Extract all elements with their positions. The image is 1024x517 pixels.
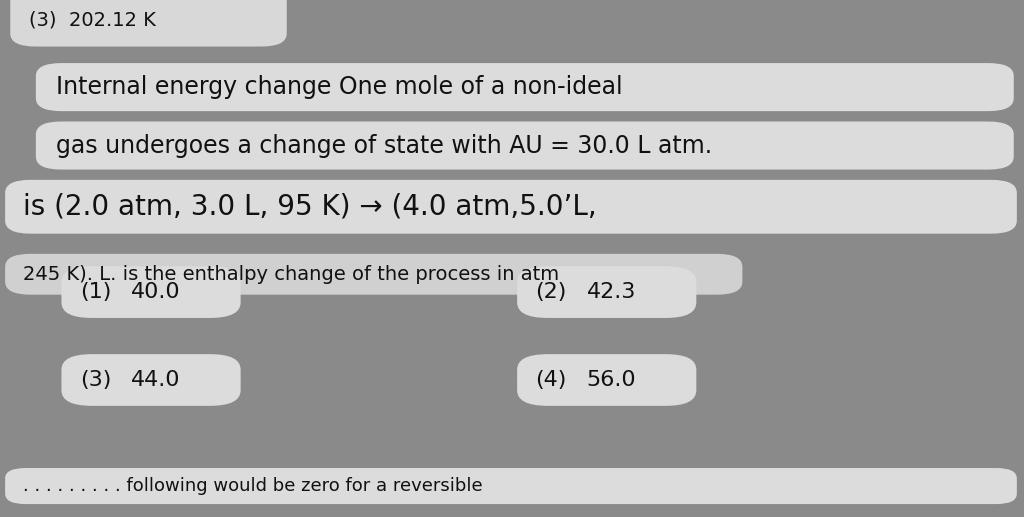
FancyBboxPatch shape bbox=[61, 266, 241, 318]
Text: (2): (2) bbox=[536, 282, 567, 302]
FancyBboxPatch shape bbox=[36, 121, 1014, 170]
Text: 44.0: 44.0 bbox=[131, 370, 180, 390]
Text: (3)  202.12 K: (3) 202.12 K bbox=[29, 11, 156, 30]
Text: 42.3: 42.3 bbox=[587, 282, 636, 302]
Text: . . . . . . . . . following would be zero for a reversible: . . . . . . . . . following would be zer… bbox=[23, 477, 482, 495]
Text: (4): (4) bbox=[536, 370, 567, 390]
FancyBboxPatch shape bbox=[61, 354, 241, 406]
FancyBboxPatch shape bbox=[36, 63, 1014, 111]
FancyBboxPatch shape bbox=[517, 354, 696, 406]
FancyBboxPatch shape bbox=[5, 180, 1017, 234]
Text: 56.0: 56.0 bbox=[587, 370, 636, 390]
Text: gas undergoes a change of state with AU = 30.0 L atm.: gas undergoes a change of state with AU … bbox=[56, 133, 713, 158]
Text: 40.0: 40.0 bbox=[131, 282, 180, 302]
FancyBboxPatch shape bbox=[5, 468, 1017, 504]
Text: (3): (3) bbox=[80, 370, 112, 390]
FancyBboxPatch shape bbox=[517, 266, 696, 318]
FancyBboxPatch shape bbox=[5, 254, 742, 295]
Text: Internal energy change One mole of a non-ideal: Internal energy change One mole of a non… bbox=[56, 75, 623, 99]
Text: (1): (1) bbox=[80, 282, 112, 302]
FancyBboxPatch shape bbox=[10, 0, 287, 47]
Text: 245 K). L. is the enthalpy change of the process in atm: 245 K). L. is the enthalpy change of the… bbox=[23, 265, 559, 284]
Text: is (2.0 atm, 3.0 L, 95 K) → (4.0 atm,5.0’L,: is (2.0 atm, 3.0 L, 95 K) → (4.0 atm,5.0… bbox=[23, 193, 596, 221]
